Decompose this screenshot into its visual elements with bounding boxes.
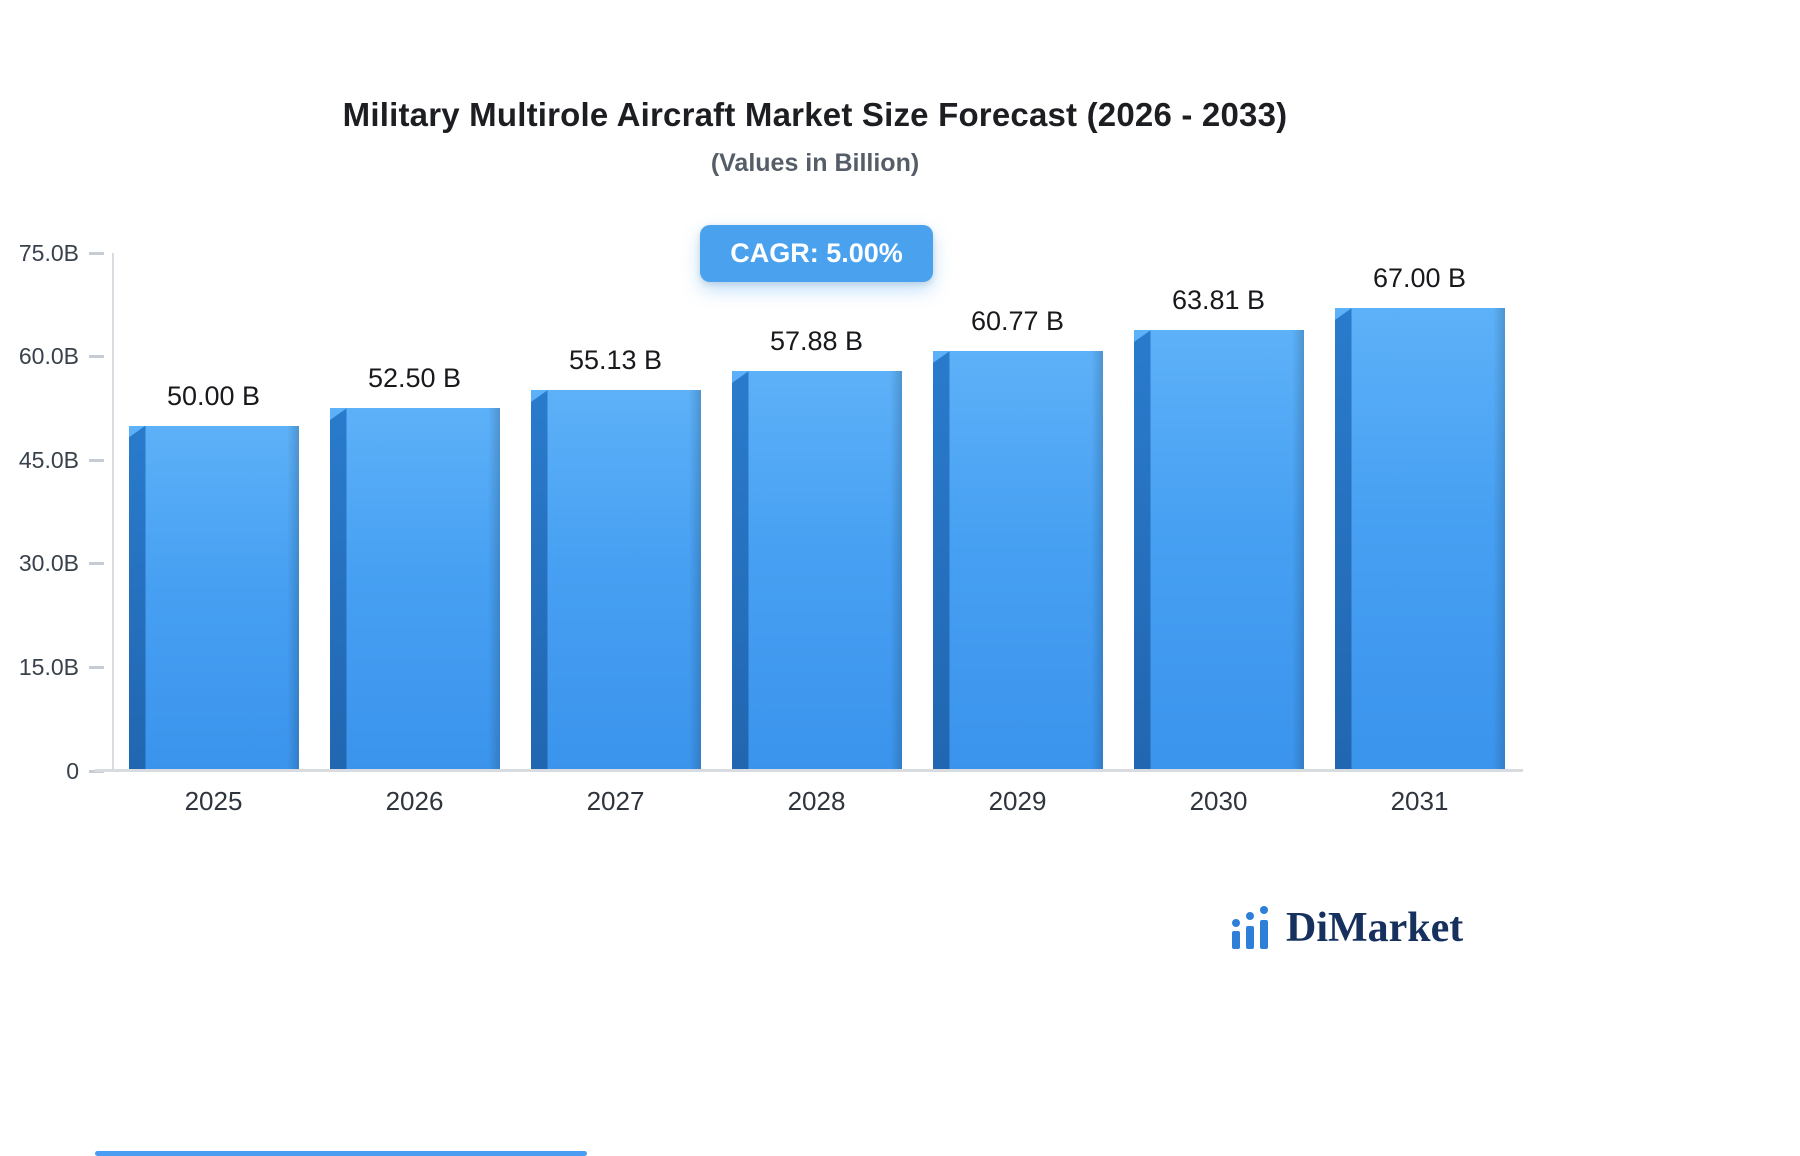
bar-side-face	[932, 351, 950, 771]
y-axis: 75.0B 60.0B 45.0B 30.0B 15.0B 0	[0, 240, 104, 784]
bar-side-face	[329, 408, 347, 771]
y-tick-75.0B: 75.0B	[0, 238, 104, 268]
bar-side-face	[1334, 308, 1352, 771]
bar-value-label: 57.88 B	[769, 326, 864, 357]
bar-2031: 67.00 B	[1334, 263, 1505, 771]
y-tick-label: 15.0B	[18, 653, 79, 680]
bar-value-label: 60.77 B	[970, 306, 1065, 337]
x-axis-label-2031: 2031	[1390, 786, 1449, 816]
x-axis-label-2028: 2028	[787, 786, 846, 816]
x-axis-label-2030: 2030	[1189, 786, 1248, 816]
bar-value-label: 52.50 B	[367, 363, 462, 394]
bar-value-label: 50.00 B	[166, 380, 261, 411]
chart-subtitle: (Values in Billion)	[710, 149, 920, 177]
bar-value-label: 55.13 B	[568, 345, 663, 376]
y-tick-0: 0	[0, 756, 104, 786]
y-tick-60.0B: 60.0B	[0, 342, 104, 372]
y-tick-label: 75.0B	[18, 239, 79, 266]
x-axis-label-2027: 2027	[586, 786, 645, 816]
y-tick-30.0B: 30.0B	[0, 549, 104, 579]
chart-title: Military Multirole Aircraft Market Size …	[342, 96, 1288, 133]
bar-2025: 50.00 B	[128, 381, 299, 772]
dimarket-logo: DiMarket	[1228, 903, 1463, 949]
y-tick-label: 30.0B	[18, 550, 79, 577]
bar-2029: 60.77 B	[932, 306, 1103, 771]
y-tick-15.0B: 15.0B	[0, 652, 104, 682]
y-tick-mark	[89, 355, 104, 359]
y-tick-45.0B: 45.0B	[0, 445, 104, 475]
y-tick-mark	[89, 458, 104, 462]
bar-value-label: 63.81 B	[1171, 285, 1266, 316]
logo-bar-chart-icon	[1232, 906, 1268, 949]
x-axis-label-2029: 2029	[988, 786, 1047, 816]
y-tick-label: 60.0B	[18, 343, 79, 370]
y-tick-mark	[89, 665, 104, 669]
x-axis-baseline	[95, 769, 1523, 772]
bar-2028: 57.88 B	[731, 326, 902, 771]
x-axis-label-2025: 2025	[184, 786, 243, 816]
plot-area: 50.00 B 52.50 B 55.13 B 57.88 B 60.77 B 63.81…	[113, 253, 1520, 772]
bar-2026: 52.50 B	[329, 363, 500, 771]
bar-side-face	[530, 390, 548, 771]
bar-2030: 63.81 B	[1133, 285, 1304, 771]
bar-side-face	[731, 371, 749, 771]
horizontal-scrollbar-thumb[interactable]	[95, 1151, 587, 1156]
y-tick-mark	[89, 562, 104, 566]
logo-text: DiMarket	[1286, 905, 1464, 951]
bar-2027: 55.13 B	[530, 345, 701, 771]
y-tick-label: 45.0B	[18, 446, 79, 473]
x-axis-label-2026: 2026	[385, 786, 444, 816]
x-axis: 2025 2026 2027 2028 2029 2030 2031	[113, 786, 1520, 820]
y-tick-mark	[89, 251, 104, 255]
bar-side-face	[128, 425, 146, 771]
y-tick-label: 0	[66, 757, 79, 784]
bar-value-label: 67.00 B	[1372, 263, 1467, 294]
bar-side-face	[1133, 330, 1151, 771]
y-axis-line	[112, 253, 114, 771]
